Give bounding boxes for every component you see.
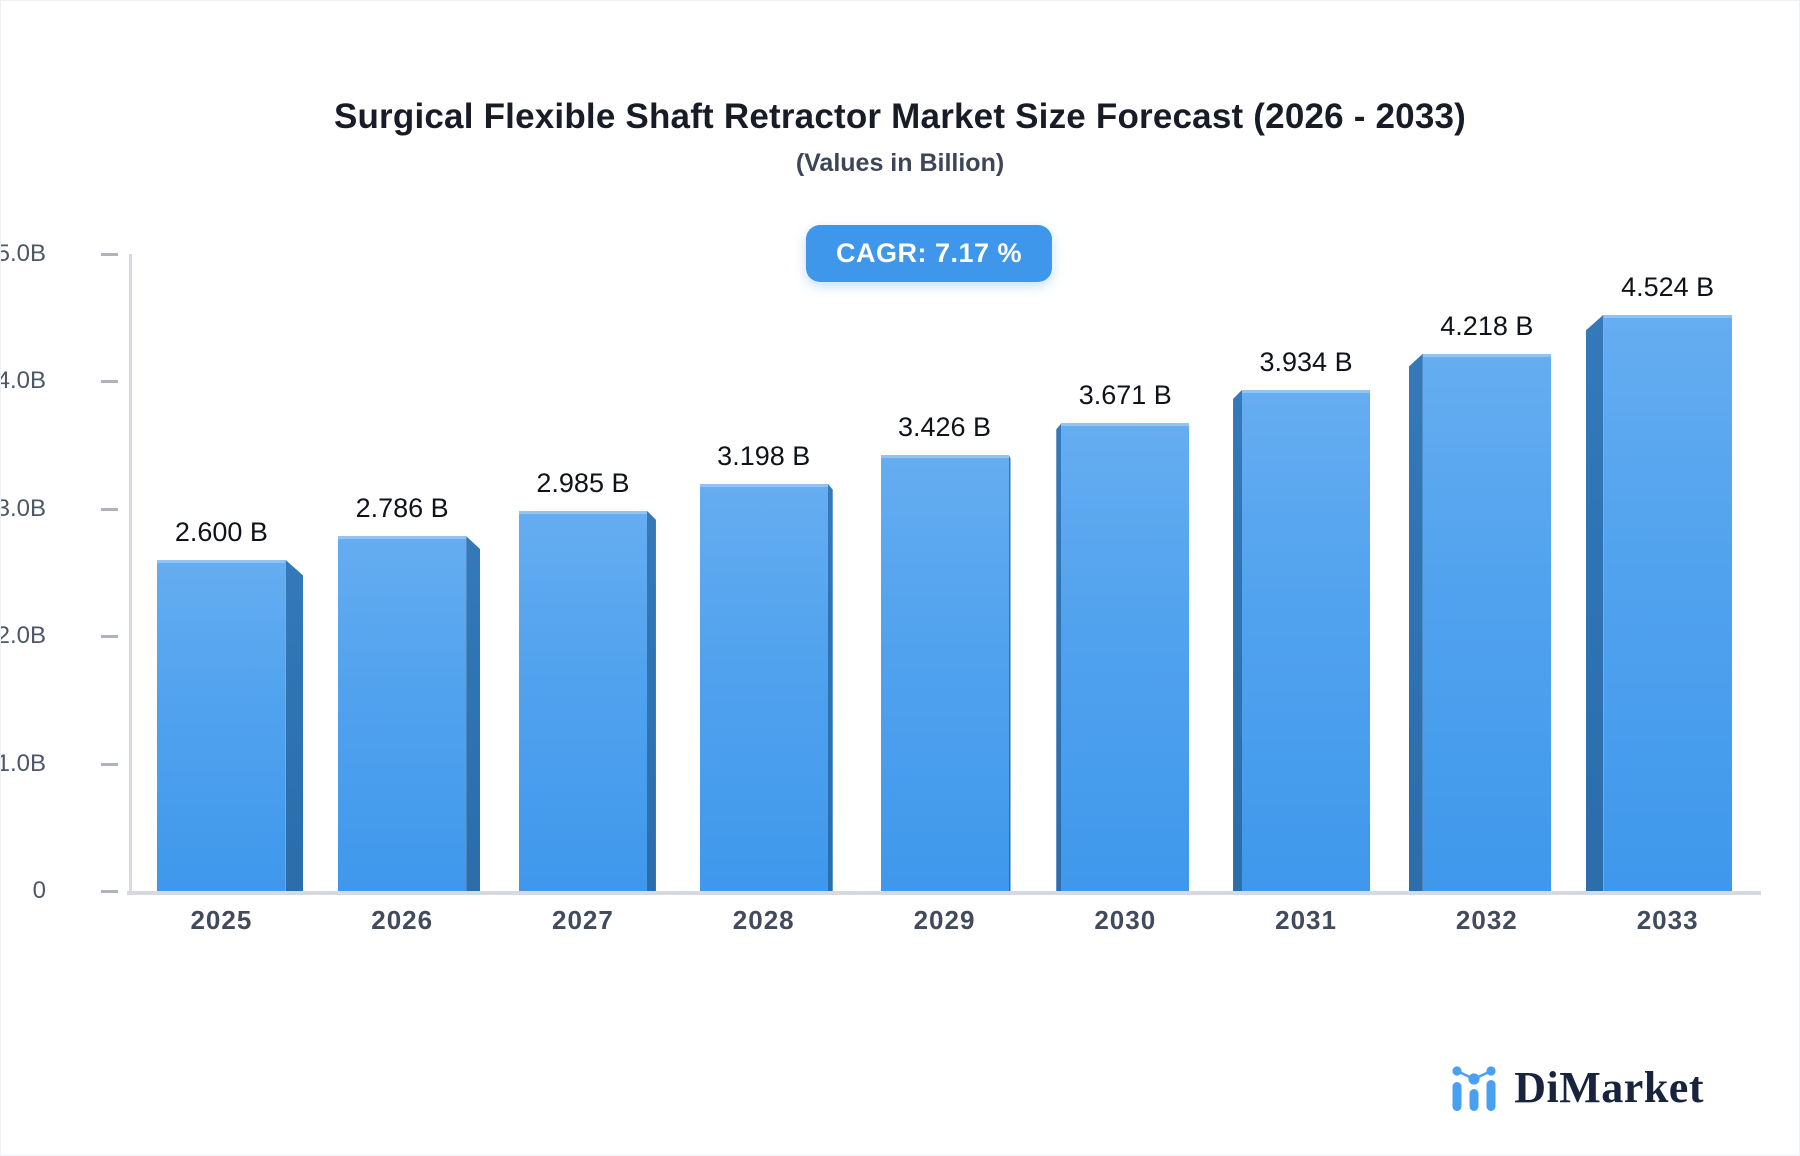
- bar-value-label: 4.524 B: [1621, 271, 1715, 302]
- y-axis-tick-label: 5.0B: [0, 240, 46, 267]
- y-axis-tick-label: 0: [32, 877, 46, 904]
- y-axis-tick-label: 4.0B: [0, 367, 46, 395]
- y-axis-tick: [101, 507, 118, 511]
- chart-subtitle: (Values in Billion): [795, 149, 1005, 177]
- bar-2026: [338, 536, 467, 891]
- y-axis-line: [129, 254, 132, 893]
- bar-side-face: [1233, 389, 1243, 891]
- bar-2029: [880, 454, 1009, 891]
- bar-2032: [1422, 353, 1551, 891]
- x-axis-label-2027: 2027: [552, 905, 614, 935]
- y-axis-tick: [101, 380, 118, 384]
- cagr-badge: CAGR: 7.17 %: [805, 225, 1053, 282]
- bar-side-face: [646, 510, 656, 891]
- dimarket-logo: DiMarket: [1448, 1062, 1704, 1113]
- bar-side-face: [1408, 353, 1423, 891]
- y-axis-tick-label: 2.0B: [0, 622, 46, 650]
- plot-area: 0 1.0B 2.0B 3.0B 4.0B 5.0B 2.600 B 2025 2.786 B 2…: [1, 240, 1761, 935]
- bar-value-label: 2.600 B: [174, 516, 268, 547]
- x-axis-label-2032: 2032: [1455, 905, 1518, 935]
- bar-value-label: 4.218 B: [1440, 310, 1534, 341]
- bar-value-label: 3.198 B: [717, 440, 811, 471]
- bar-2027: [518, 510, 647, 891]
- x-axis-baseline: [127, 891, 1761, 895]
- bar-value-label: 3.671 B: [1078, 380, 1172, 411]
- y-axis-tick: [101, 253, 118, 256]
- bar-side-face: [285, 559, 304, 891]
- y-axis-tick: [101, 635, 118, 639]
- logo-text: DiMarket: [1514, 1063, 1704, 1112]
- y-axis-tick-label: 1.0B: [0, 749, 46, 777]
- x-axis-label-2031: 2031: [1275, 905, 1337, 935]
- bar-2028: [699, 483, 828, 891]
- bar-value-label: 2.786 B: [355, 493, 449, 524]
- bar-2031: [1242, 389, 1371, 891]
- bar-side-face: [1056, 423, 1062, 891]
- x-axis-label-2030: 2030: [1094, 905, 1157, 935]
- chart-title: Surgical Flexible Shaft Retractor Market…: [333, 97, 1467, 136]
- bar-side-face: [1008, 454, 1011, 891]
- bar-value-label: 3.426 B: [897, 411, 992, 442]
- x-axis-label-2029: 2029: [913, 905, 976, 935]
- bar-side-face: [1585, 314, 1604, 891]
- y-axis-tick: [101, 762, 118, 766]
- bar-value-label: 3.934 B: [1259, 346, 1353, 377]
- bar-value-label: 2.985 B: [536, 467, 630, 498]
- bar-side-face: [466, 536, 481, 891]
- y-axis-tick: [101, 890, 118, 893]
- bar-side-face: [827, 483, 833, 891]
- bar-2033: [1603, 314, 1732, 891]
- x-axis-label-2025: 2025: [190, 905, 253, 935]
- mini-bar-line-chart-icon: [1452, 1065, 1496, 1111]
- bar-2030: [1061, 423, 1190, 891]
- x-axis-label-2026: 2026: [371, 905, 434, 935]
- bar-2025: [157, 559, 286, 891]
- x-axis-label-2033: 2033: [1636, 905, 1699, 935]
- x-axis-label-2028: 2028: [732, 905, 795, 935]
- y-axis-tick-label: 3.0B: [0, 494, 46, 522]
